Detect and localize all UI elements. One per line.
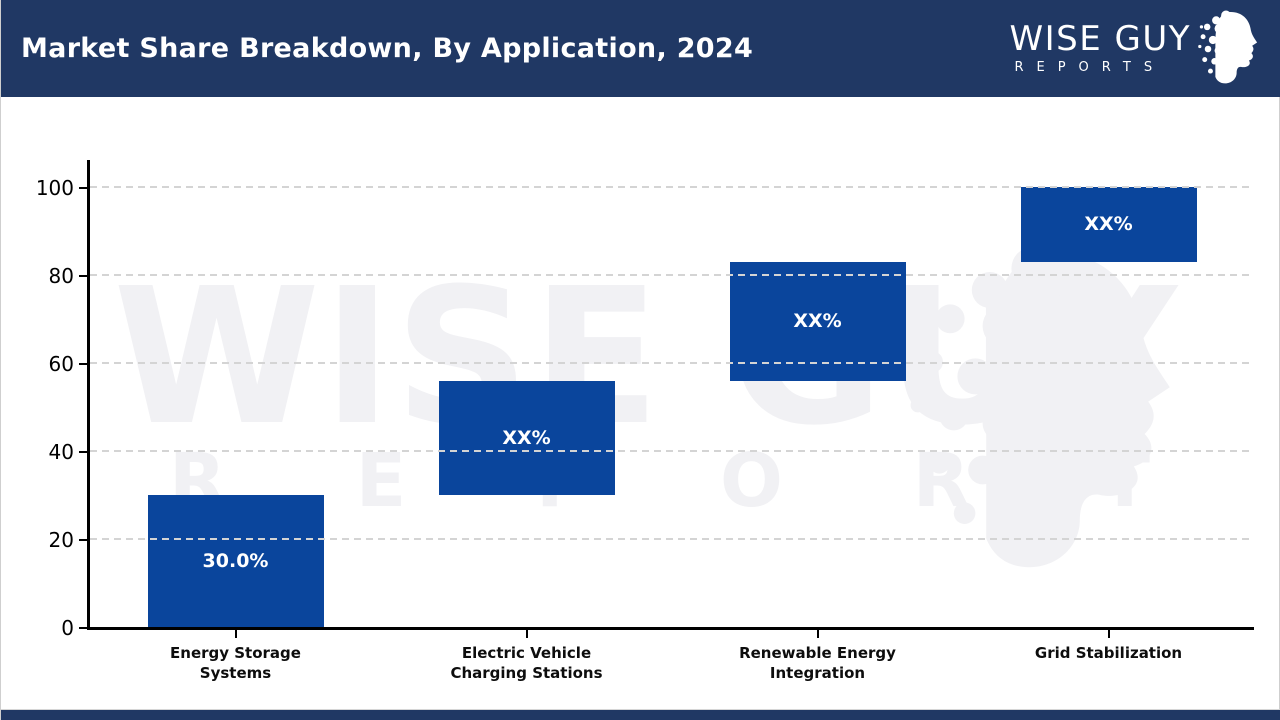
gridline-80 [90,274,1254,276]
y-tick-label-40: 40 [48,440,74,464]
y-tick-label-100: 100 [35,176,74,200]
plot-area: 0 20 40 60 80 100 30.0% Energy Storage Systems XX… [1,97,1280,710]
brand-name: WISE GUY [1009,19,1191,60]
bar-renewable-energy-integration [729,261,906,381]
bar-electric-vehicle-charging-stations [438,380,615,495]
bar-energy-storage-systems [147,495,324,627]
y-tick-0 [79,627,87,629]
x-tick-electric-vehicle-charging-stations [525,630,528,638]
dotted-head-icon [1198,10,1258,83]
x-tick-grid-stabilization [1107,630,1110,638]
x-tick-energy-storage-systems [234,630,237,638]
y-tick-label-60: 60 [48,352,74,376]
page-title: Market Share Breakdown, By Application, … [21,33,754,64]
bar-grid-stabilization [1020,187,1197,262]
y-tick-40 [79,451,87,453]
y-tick-label-80: 80 [48,264,74,288]
bar-value-label-grid-stabilization: XX% [1084,213,1133,236]
x-category-label-energy-storage-systems: Energy Storage Systems [170,644,301,682]
gridline-20 [90,538,1254,540]
y-tick-label-0: 0 [61,616,74,640]
y-tick-100 [79,187,87,189]
x-category-label-grid-stabilization: Grid Stabilization [1034,644,1183,662]
bar-value-label-energy-storage-systems: 30.0% [202,550,269,572]
footer-bar [1,710,1280,720]
y-axis-spine [87,160,90,630]
x-category-label-renewable-energy-integration: Renewable Energy Integration [739,644,896,682]
x-axis-spine [87,627,1254,630]
x-tick-renewable-energy-integration [816,630,819,638]
bar-value-label-electric-vehicle-charging-stations: XX% [502,426,551,449]
brand-subtitle: REPORTS [1014,59,1166,75]
bar-value-label-renewable-energy-integration: XX% [793,310,842,333]
watermark-head-icon [910,246,1170,568]
gridline-100 [90,186,1254,188]
x-category-label-electric-vehicle-charging-stations: Electric Vehicle Charging Stations [450,644,603,682]
y-tick-60 [79,363,87,365]
brand-logo: WISE GUY REPORTS [1009,4,1267,94]
y-tick-label-20: 20 [48,528,74,552]
gridline-60 [90,362,1254,364]
brand-text: WISE GUY REPORTS [1009,19,1191,75]
header: Market Share Breakdown, By Application, … [1,0,1280,97]
bottom-edge-line [1,709,1280,710]
y-tick-80 [79,275,87,277]
y-tick-20 [79,539,87,541]
gridline-40 [90,450,1254,452]
